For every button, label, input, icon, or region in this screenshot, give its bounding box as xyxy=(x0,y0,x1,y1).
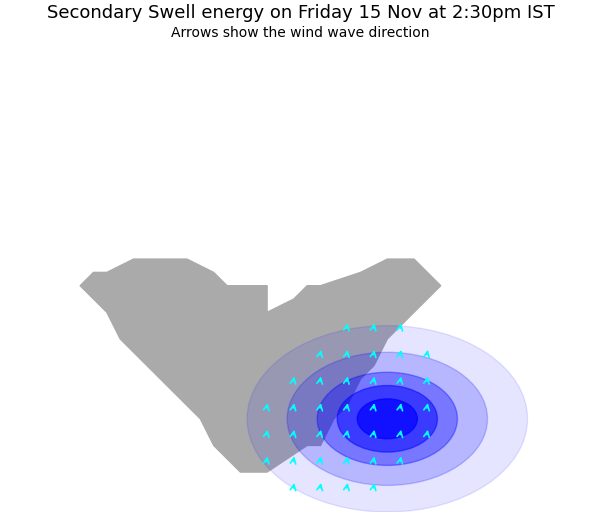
Text: Secondary Swell energy on Friday 15 Nov at 2:30pm IST: Secondary Swell energy on Friday 15 Nov … xyxy=(47,4,554,22)
Ellipse shape xyxy=(357,399,417,439)
Ellipse shape xyxy=(337,386,438,452)
Ellipse shape xyxy=(287,352,487,485)
Ellipse shape xyxy=(317,372,457,465)
Polygon shape xyxy=(80,259,441,472)
Ellipse shape xyxy=(247,326,528,512)
Text: Arrows show the wind wave direction: Arrows show the wind wave direction xyxy=(171,26,430,40)
